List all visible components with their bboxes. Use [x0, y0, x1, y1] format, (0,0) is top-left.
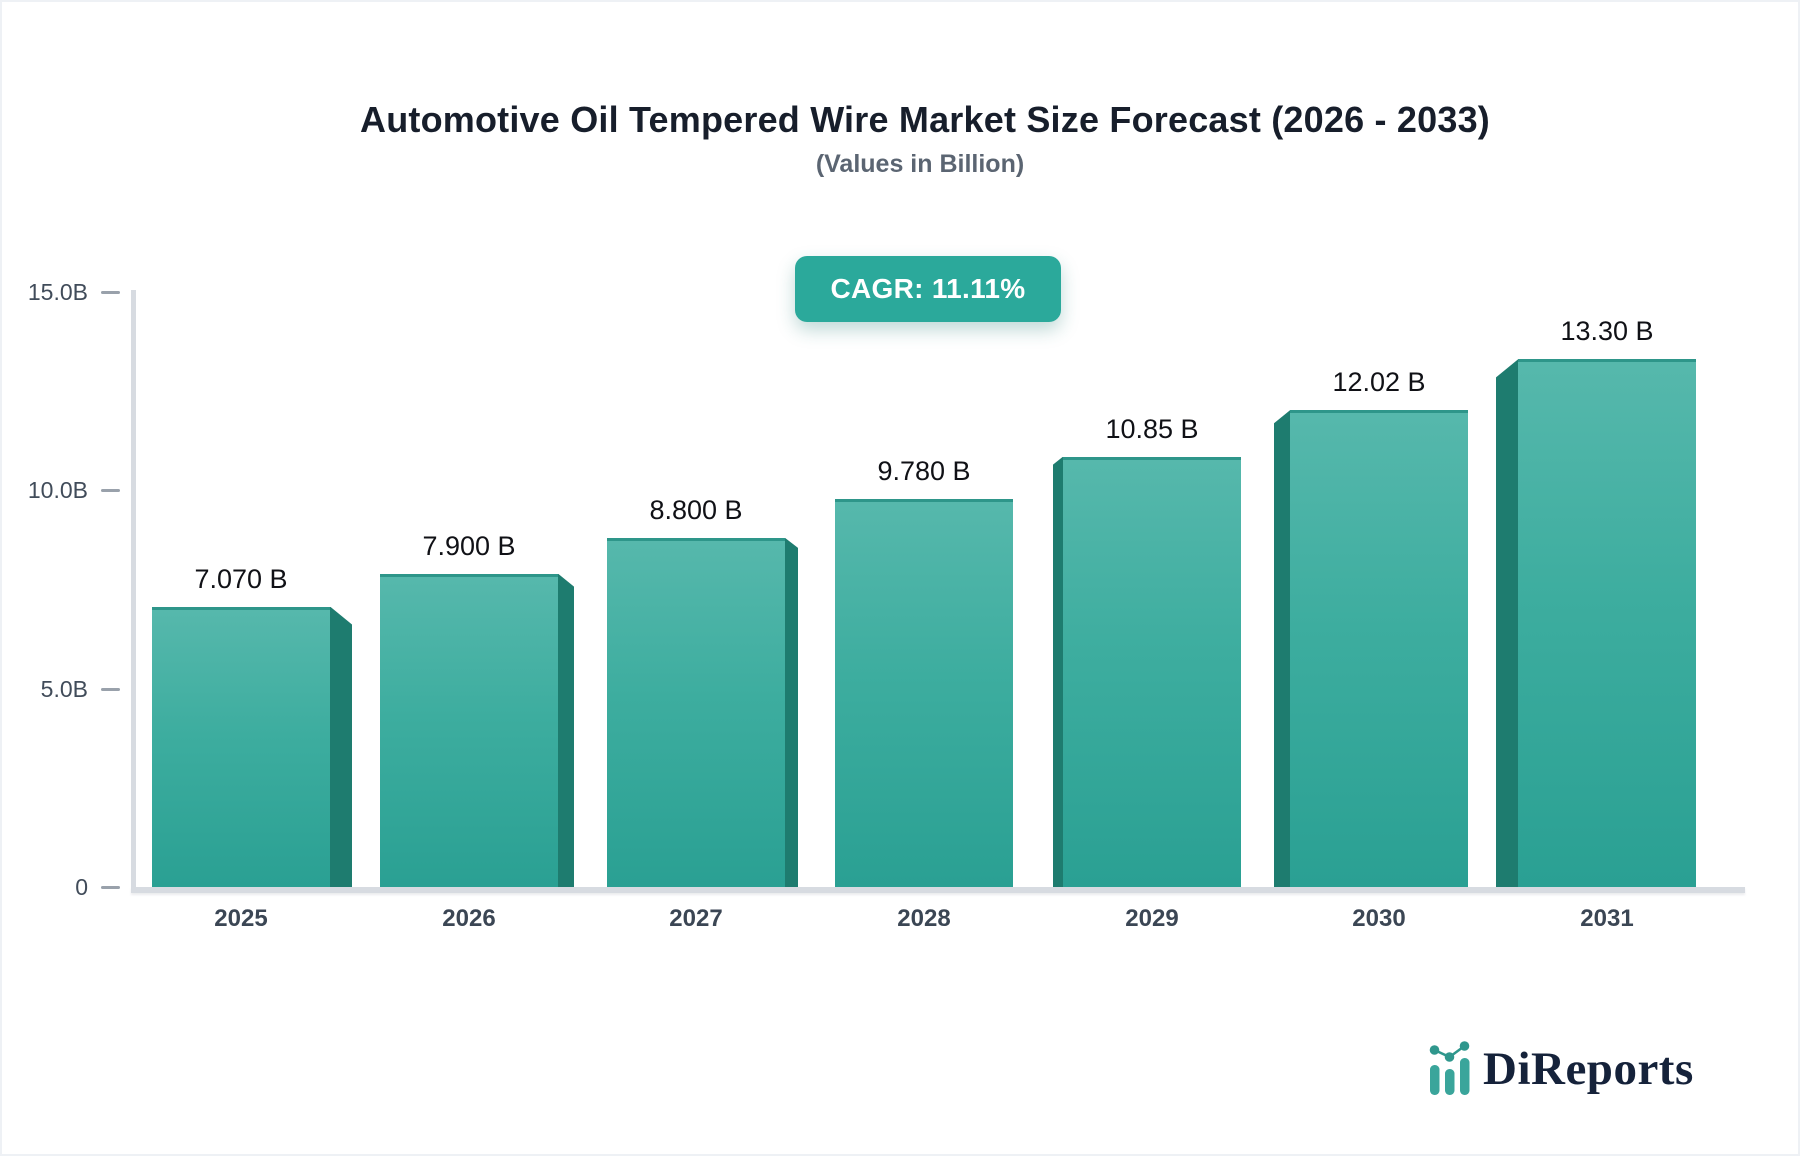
y-axis-line [131, 290, 136, 893]
x-axis-label-2026: 2026 [442, 905, 496, 932]
bar-2030[interactable] [1290, 410, 1468, 887]
bar-2025[interactable] [152, 606, 330, 887]
chart-subtitle: (Values in Billion) [815, 150, 1025, 178]
bar-value-label-2028: 9.780 B [877, 456, 971, 487]
bar-2031[interactable] [1518, 359, 1696, 887]
bar-3d-side-2025 [330, 606, 352, 887]
y-tick-mark [101, 687, 120, 691]
bar-value-label-2027: 8.800 B [649, 494, 743, 525]
x-axis-label-2027: 2027 [669, 905, 723, 932]
cagr-badge-label: CAGR: 11.11% [830, 273, 1026, 304]
chart-title: Automotive Oil Tempered Wire Market Size… [360, 99, 1490, 140]
cagr-badge: CAGR: 11.11% [795, 256, 1061, 322]
bar-3d-side-2026 [558, 573, 574, 887]
bar-value-label-2029: 10.85 B [1105, 413, 1199, 444]
x-axis-label-2029: 2029 [1125, 905, 1179, 932]
y-tick-mark [101, 291, 120, 294]
y-tick-label-0: 0 [75, 874, 88, 900]
bar-2028[interactable] [835, 499, 1013, 887]
y-tick-label-5.0B: 5.0B [40, 675, 88, 702]
logo: DiReports [1426, 1032, 1694, 1106]
y-tick-mark [101, 886, 120, 889]
bar-3d-side-2027 [785, 537, 798, 887]
bar-3d-side-2029 [1053, 456, 1063, 887]
bar-3d-side-2031 [1496, 359, 1518, 887]
x-axis-label-2030: 2030 [1352, 905, 1406, 932]
bar-value-label-2025: 7.070 B [194, 563, 288, 594]
bar-3d-side-2030 [1274, 410, 1290, 887]
logo-text: DiReports [1483, 1043, 1694, 1095]
bar-2029[interactable] [1063, 456, 1241, 887]
bar-2027[interactable] [607, 537, 785, 887]
x-axis-baseline [131, 887, 1745, 893]
x-axis-label-2025: 2025 [214, 905, 268, 932]
mini-bar-chart-icon [1429, 1041, 1470, 1095]
bar-value-label-2031: 13.30 B [1560, 316, 1654, 347]
x-axis-label-2028: 2028 [897, 905, 951, 932]
x-axis-label-2031: 2031 [1580, 905, 1634, 932]
bar-value-label-2030: 12.02 B [1332, 367, 1426, 398]
bar-2026[interactable] [380, 573, 558, 887]
bar-value-label-2026: 7.900 B [422, 530, 516, 561]
y-tick-label-15.0B: 15.0B [27, 279, 88, 305]
y-tick-label-10.0B: 10.0B [27, 477, 88, 504]
y-tick-mark [101, 489, 120, 493]
